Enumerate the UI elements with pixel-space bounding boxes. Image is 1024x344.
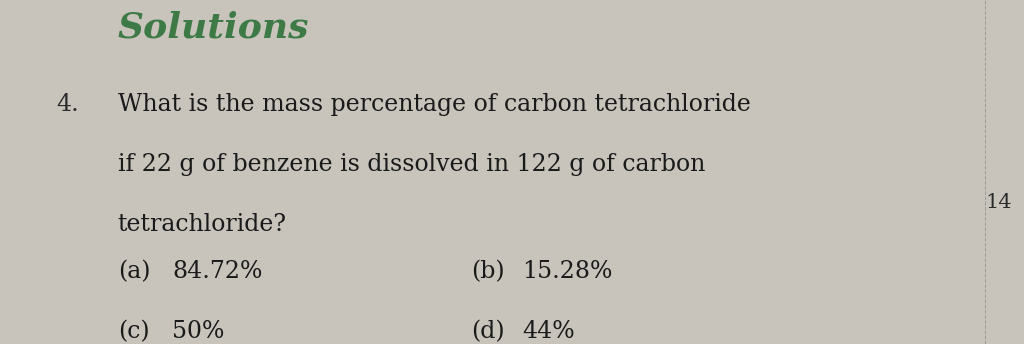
Text: (c): (c)	[118, 320, 150, 343]
Text: 44%: 44%	[522, 320, 574, 343]
Text: 14: 14	[985, 193, 1012, 212]
Text: 15.28%: 15.28%	[522, 260, 612, 283]
Text: 50%: 50%	[172, 320, 224, 343]
Text: (d): (d)	[471, 320, 505, 343]
Text: 84.72%: 84.72%	[172, 260, 262, 283]
Text: if 22 g of benzene is dissolved in 122 g of carbon: if 22 g of benzene is dissolved in 122 g…	[118, 153, 706, 176]
Text: What is the mass percentage of carbon tetrachloride: What is the mass percentage of carbon te…	[118, 93, 751, 116]
Text: (b): (b)	[471, 260, 505, 283]
Text: tetrachloride?: tetrachloride?	[118, 213, 287, 236]
Text: (a): (a)	[118, 260, 151, 283]
Text: Solutions: Solutions	[118, 10, 309, 44]
Text: 4.: 4.	[56, 93, 79, 116]
